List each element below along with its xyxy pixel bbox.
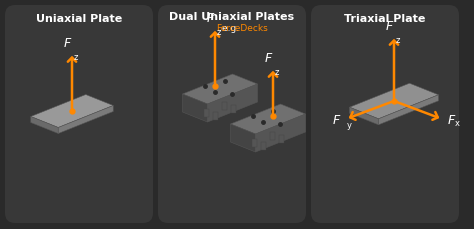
Text: $F$: $F$ xyxy=(206,12,215,25)
Text: ForceDecks: ForceDecks xyxy=(216,24,268,33)
Text: $F$: $F$ xyxy=(63,37,72,50)
Text: z: z xyxy=(217,28,221,37)
Text: z: z xyxy=(74,53,78,62)
FancyBboxPatch shape xyxy=(5,6,153,223)
Polygon shape xyxy=(182,95,208,123)
Polygon shape xyxy=(255,114,306,152)
FancyBboxPatch shape xyxy=(158,6,306,223)
Polygon shape xyxy=(204,109,210,117)
Polygon shape xyxy=(230,105,306,134)
Polygon shape xyxy=(231,106,236,114)
Text: $F$: $F$ xyxy=(385,20,394,33)
Text: $F$: $F$ xyxy=(447,114,456,127)
Polygon shape xyxy=(252,139,257,147)
Text: Uniaxial Plate: Uniaxial Plate xyxy=(36,14,122,24)
FancyBboxPatch shape xyxy=(311,6,459,223)
Polygon shape xyxy=(31,95,113,128)
Text: Dual Uniaxial Plates: Dual Uniaxial Plates xyxy=(169,12,294,22)
Polygon shape xyxy=(261,143,266,151)
Polygon shape xyxy=(230,124,255,152)
Polygon shape xyxy=(379,95,438,125)
Polygon shape xyxy=(58,106,113,134)
Text: z: z xyxy=(275,68,279,77)
Text: Triaxial Plate: Triaxial Plate xyxy=(344,14,426,24)
Polygon shape xyxy=(270,132,275,140)
Text: e.g.: e.g. xyxy=(222,24,242,33)
Polygon shape xyxy=(279,136,283,144)
Polygon shape xyxy=(349,108,379,125)
Text: z: z xyxy=(396,36,401,45)
Text: x: x xyxy=(455,119,460,128)
Polygon shape xyxy=(222,102,227,110)
Polygon shape xyxy=(182,75,257,105)
Polygon shape xyxy=(349,84,438,119)
Text: y: y xyxy=(347,120,352,129)
Polygon shape xyxy=(31,117,58,134)
Polygon shape xyxy=(213,113,218,121)
Text: $F$: $F$ xyxy=(332,114,341,127)
Polygon shape xyxy=(208,85,257,123)
Text: $F$: $F$ xyxy=(264,52,273,65)
